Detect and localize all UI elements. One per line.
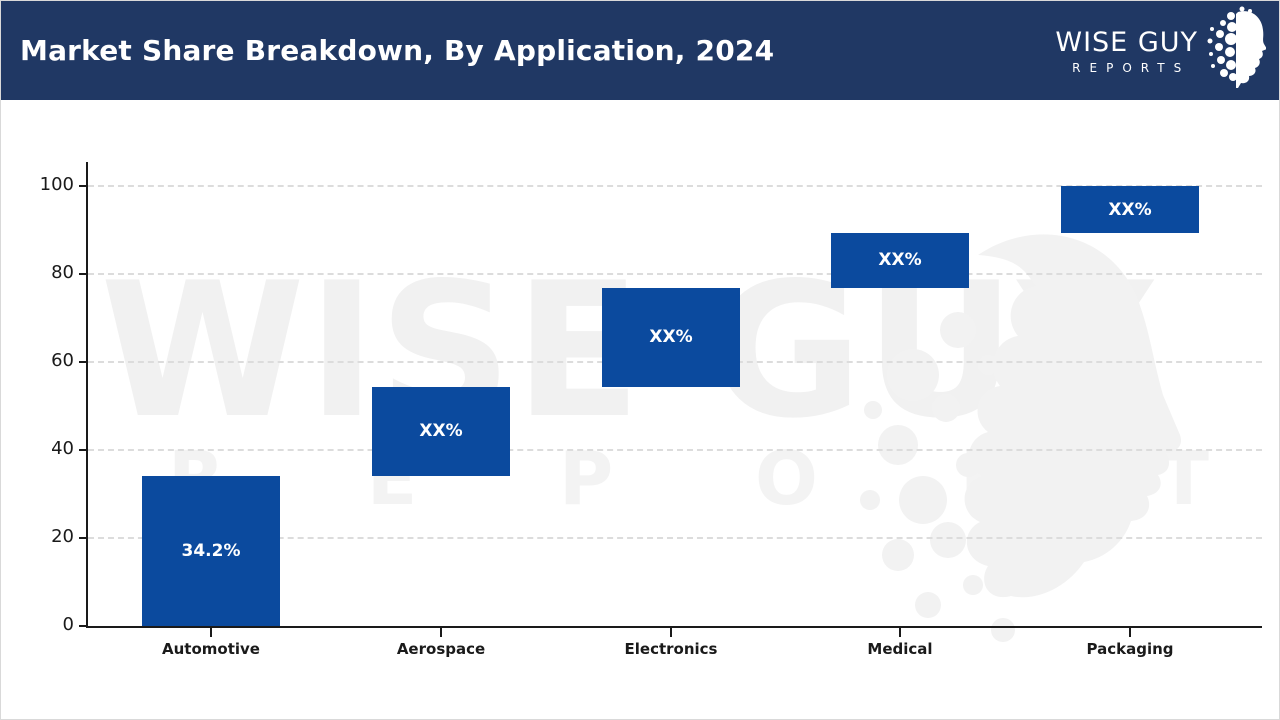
x-tick-automotive [210,628,212,637]
watermark-head-icon [860,234,1182,642]
y-tick-label-40: 40 [51,438,74,459]
y-tick-80 [79,273,88,275]
bar-value-label: XX% [649,327,693,348]
y-tick-100 [79,185,88,187]
x-tick-medical [899,628,901,637]
page-title: Market Share Breakdown, By Application, … [20,33,775,67]
gridline-20 [88,537,1262,539]
y-axis-line [86,162,88,628]
bar-medical: XX% [831,233,969,288]
bar-value-label: XX% [1108,199,1152,220]
y-tick-label-60: 60 [51,350,74,371]
y-tick-20 [79,537,88,539]
gridline-80 [88,273,1262,275]
y-tick-40 [79,449,88,451]
x-tick-label-electronics: Electronics [624,640,718,658]
y-tick-0 [79,625,88,627]
y-tick-label-80: 80 [51,262,74,283]
logo-text: WISE GUY REPORTS [1055,27,1198,75]
x-tick-aerospace [440,628,442,637]
y-tick-label-100: 100 [39,174,74,195]
bar-value-label: 34.2% [181,540,241,561]
wise-guy-reports-logo: WISE GUY REPORTS [1055,6,1266,92]
gridline-40 [88,449,1262,451]
logo-subtitle: REPORTS [1072,60,1191,75]
x-tick-label-automotive: Automotive [162,640,260,658]
x-axis-line [86,626,1262,628]
x-tick-label-packaging: Packaging [1086,640,1174,658]
logo-wordmark: WISE GUY [1055,27,1198,59]
wise-guy-head-icon [1207,6,1266,88]
gridline-100 [88,185,1262,187]
bar-electronics: XX% [602,287,740,388]
x-tick-label-medical: Medical [867,640,933,658]
bar-aerospace: XX% [372,387,510,476]
bar-value-label: XX% [878,250,922,271]
bar-packaging: XX% [1061,186,1199,234]
header-banner: Market Share Breakdown, By Application, … [0,0,1280,100]
bar-automotive: 34.2% [142,475,280,626]
y-tick-label-20: 20 [51,526,74,547]
y-tick-60 [79,361,88,363]
x-tick-packaging [1129,628,1131,637]
waterfall-chart: WISE GUY R E P O R T S 02040608010034.2%… [0,100,1280,720]
y-tick-label-0: 0 [62,614,74,635]
x-tick-electronics [670,628,672,637]
bar-value-label: XX% [419,421,463,442]
x-tick-label-aerospace: Aerospace [396,640,486,658]
